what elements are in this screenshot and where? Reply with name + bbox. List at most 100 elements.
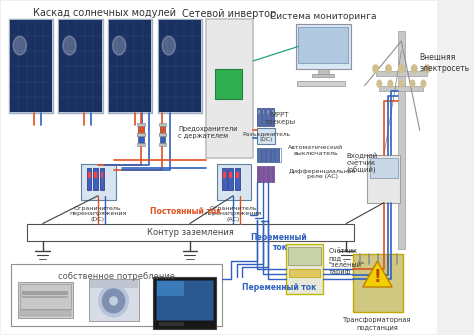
FancyBboxPatch shape (22, 291, 68, 295)
Ellipse shape (112, 36, 126, 55)
FancyBboxPatch shape (298, 27, 348, 63)
FancyBboxPatch shape (206, 19, 253, 158)
Text: Переменный ток: Переменный ток (242, 282, 316, 291)
FancyBboxPatch shape (153, 277, 216, 329)
FancyBboxPatch shape (258, 111, 260, 115)
Text: Входной
счётчик
(общий): Входной счётчик (общий) (346, 152, 377, 174)
Text: Сетевой инвертор: Сетевой инвертор (182, 9, 276, 19)
FancyBboxPatch shape (159, 133, 166, 136)
FancyBboxPatch shape (217, 164, 252, 200)
Text: Автоматический
выключатель: Автоматический выключатель (288, 145, 343, 155)
FancyBboxPatch shape (215, 69, 242, 98)
FancyBboxPatch shape (137, 133, 145, 136)
FancyBboxPatch shape (89, 279, 139, 321)
Ellipse shape (162, 36, 175, 55)
Ellipse shape (424, 65, 430, 73)
FancyBboxPatch shape (375, 71, 427, 76)
FancyBboxPatch shape (108, 19, 152, 114)
FancyBboxPatch shape (318, 69, 328, 75)
FancyBboxPatch shape (87, 168, 91, 190)
FancyBboxPatch shape (267, 111, 269, 115)
Text: Переменный
ток: Переменный ток (251, 233, 308, 252)
FancyBboxPatch shape (100, 168, 104, 190)
FancyBboxPatch shape (266, 148, 270, 162)
FancyBboxPatch shape (370, 158, 398, 178)
FancyBboxPatch shape (88, 172, 91, 178)
FancyBboxPatch shape (159, 133, 166, 136)
FancyBboxPatch shape (100, 172, 103, 178)
Ellipse shape (411, 65, 417, 73)
FancyBboxPatch shape (157, 281, 184, 296)
FancyBboxPatch shape (236, 172, 238, 178)
Text: Контур заземления: Контур заземления (146, 228, 233, 237)
Text: Предохранители
с держателем: Предохранители с держателем (178, 126, 237, 139)
FancyBboxPatch shape (296, 24, 351, 69)
FancyBboxPatch shape (257, 166, 261, 182)
FancyBboxPatch shape (20, 310, 71, 316)
FancyBboxPatch shape (82, 164, 116, 200)
FancyBboxPatch shape (138, 125, 144, 133)
FancyBboxPatch shape (266, 166, 270, 182)
FancyBboxPatch shape (160, 135, 165, 143)
Text: Дифференциальное
реле (AC): Дифференциальное реле (AC) (288, 169, 356, 179)
Text: Система мониторинга: Система мониторинга (270, 12, 376, 21)
FancyBboxPatch shape (228, 168, 233, 190)
FancyBboxPatch shape (367, 155, 401, 203)
Text: Трансформаторная
подстанция: Трансформаторная подстанция (343, 317, 412, 330)
Ellipse shape (421, 80, 426, 87)
FancyBboxPatch shape (1, 1, 437, 334)
FancyBboxPatch shape (262, 109, 265, 126)
Circle shape (110, 297, 117, 305)
FancyBboxPatch shape (353, 254, 403, 312)
FancyBboxPatch shape (257, 148, 261, 162)
FancyBboxPatch shape (93, 168, 98, 190)
FancyBboxPatch shape (109, 20, 151, 113)
FancyBboxPatch shape (263, 111, 264, 115)
FancyBboxPatch shape (262, 166, 265, 182)
FancyBboxPatch shape (94, 172, 97, 178)
FancyBboxPatch shape (286, 244, 323, 294)
FancyBboxPatch shape (18, 282, 73, 318)
FancyBboxPatch shape (158, 19, 202, 114)
Ellipse shape (63, 36, 76, 55)
Text: Ограничитель
перенапряжения
(AC): Ограничитель перенапряжения (AC) (204, 206, 262, 222)
Ellipse shape (410, 80, 415, 87)
FancyBboxPatch shape (10, 264, 222, 326)
Ellipse shape (377, 80, 382, 87)
FancyBboxPatch shape (271, 109, 274, 126)
Ellipse shape (373, 65, 378, 73)
FancyBboxPatch shape (160, 125, 165, 133)
FancyBboxPatch shape (159, 143, 166, 146)
FancyBboxPatch shape (266, 109, 270, 126)
FancyBboxPatch shape (137, 143, 145, 146)
FancyBboxPatch shape (312, 74, 334, 77)
FancyBboxPatch shape (257, 128, 275, 144)
FancyBboxPatch shape (262, 148, 265, 162)
Text: Постоянный ток: Постоянный ток (149, 207, 221, 216)
FancyBboxPatch shape (271, 148, 274, 162)
FancyBboxPatch shape (137, 133, 145, 136)
Text: Ограничитель
перенапряжения
(DC): Ограничитель перенапряжения (DC) (69, 206, 127, 222)
FancyBboxPatch shape (156, 280, 213, 320)
Ellipse shape (399, 65, 404, 73)
Circle shape (102, 289, 125, 313)
FancyBboxPatch shape (22, 296, 68, 298)
Ellipse shape (386, 65, 391, 73)
Text: собственное потребление: собственное потребление (58, 272, 175, 281)
Polygon shape (363, 261, 392, 287)
FancyBboxPatch shape (272, 111, 273, 115)
Text: !: ! (374, 268, 381, 286)
FancyBboxPatch shape (59, 20, 101, 113)
Circle shape (99, 285, 128, 317)
FancyBboxPatch shape (229, 172, 232, 178)
FancyBboxPatch shape (271, 166, 274, 182)
FancyBboxPatch shape (288, 247, 321, 265)
FancyBboxPatch shape (257, 109, 261, 126)
FancyBboxPatch shape (58, 19, 102, 114)
FancyBboxPatch shape (159, 123, 166, 126)
FancyBboxPatch shape (223, 172, 226, 178)
FancyBboxPatch shape (138, 135, 144, 143)
FancyBboxPatch shape (275, 148, 279, 162)
Text: Счётчик
под
"зелёный"
тариф: Счётчик под "зелёный" тариф (328, 248, 365, 275)
FancyBboxPatch shape (222, 168, 227, 190)
